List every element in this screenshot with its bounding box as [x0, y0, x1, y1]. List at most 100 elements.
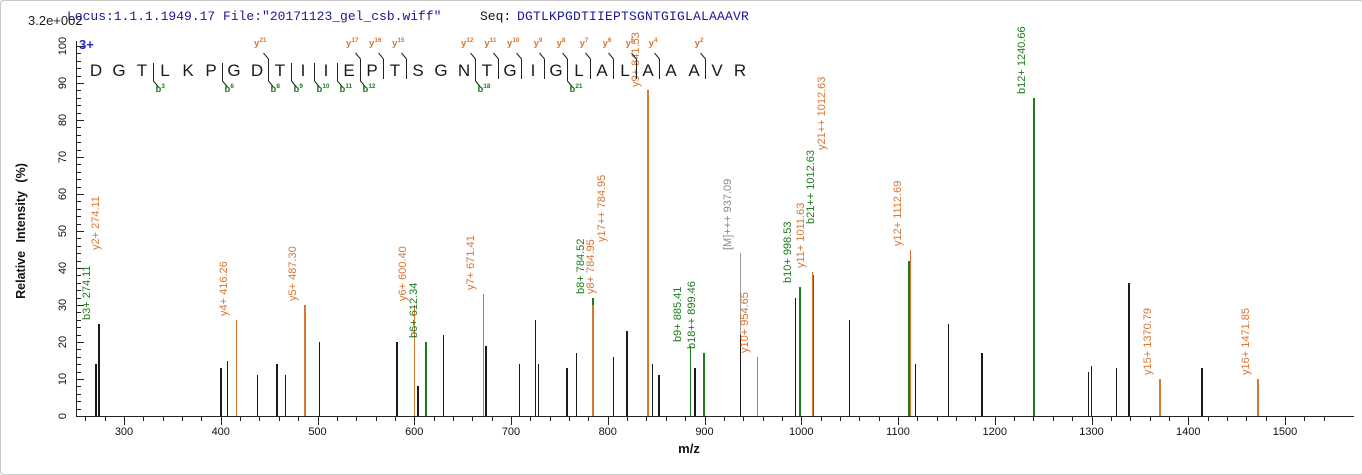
sequence-residue: P [205, 61, 217, 80]
y-tick-minor [76, 134, 81, 136]
y-ion-mark-label: y5 [625, 37, 635, 50]
x-tick-minor [85, 417, 87, 421]
x-tick-minor [259, 417, 261, 421]
x-tick-minor [491, 417, 493, 421]
y-ion-mark-label: y21 [254, 37, 267, 50]
peak [413, 305, 416, 416]
x-tick-label: 1000 [789, 426, 814, 438]
y-tick-major [76, 157, 84, 158]
x-tick-label: 900 [695, 426, 714, 438]
peak [689, 345, 692, 416]
y-tick-minor [76, 290, 81, 292]
b-ion-mark-label: b11 [339, 83, 353, 96]
seq-label: Seq: [480, 9, 512, 24]
y-tick-minor [76, 260, 81, 262]
peak [812, 275, 815, 416]
sequence-residue: T [136, 61, 148, 80]
peak-label: y6+ 600.40 [396, 246, 409, 302]
peak [396, 342, 398, 416]
x-tick-major [1285, 417, 1286, 425]
x-tick-minor [685, 417, 687, 421]
x-tick-minor [240, 417, 242, 421]
sequence-residue: G [227, 61, 241, 80]
peak [703, 353, 705, 416]
b-ion-mark-label: b18 [477, 83, 491, 96]
peak [1128, 282, 1130, 416]
peak-label: b10+ 998.53 [781, 221, 794, 283]
x-tick-minor [665, 417, 667, 421]
peak [1257, 379, 1259, 416]
x-tick-minor [936, 417, 938, 421]
x-tick-minor [917, 417, 919, 421]
peak [799, 286, 801, 416]
y-tick-major [76, 379, 84, 380]
sequence-residue: L [574, 61, 584, 80]
x-tick-minor [820, 417, 822, 421]
y-tick-major [76, 194, 84, 195]
x-tick-minor [878, 417, 880, 421]
sequence-residue: K [182, 61, 194, 80]
precursor-charge-label: 3+ [79, 37, 94, 52]
y-tick-minor [76, 275, 81, 277]
y-tick-minor [76, 223, 81, 225]
peak [417, 386, 419, 416]
b-ion-mark-label: b21 [569, 83, 583, 96]
x-axis-title: m/z [678, 441, 700, 456]
b-ion-mark-label: b3 [155, 83, 165, 96]
peak [482, 293, 485, 416]
peak-label: y8+ 784.95 [585, 239, 598, 294]
y-tick-label: 50 [57, 224, 69, 238]
y-ion-mark-label: y4 [648, 37, 658, 50]
x-tick-minor [375, 417, 377, 421]
peak [518, 364, 521, 416]
peak [1033, 97, 1035, 416]
x-tick-label: 1500 [1272, 426, 1298, 438]
y-tick-minor [76, 127, 81, 129]
y-tick-label: 40 [57, 261, 69, 275]
y-tick-minor [76, 334, 81, 336]
x-tick-minor [356, 417, 358, 421]
locus-file-header: Locus:1.1.1.1949.17 File:"20171123_gel_c… [67, 9, 442, 24]
x-tick-minor [956, 417, 958, 421]
x-tick-minor [549, 417, 551, 421]
sequence-residue: D [250, 61, 264, 80]
y-tick-minor [76, 208, 81, 210]
sequence-residue: G [112, 61, 126, 80]
sequence-residue: N [457, 61, 471, 80]
y-tick-minor [76, 327, 81, 329]
x-tick-major [994, 417, 996, 425]
y-tick-major [76, 268, 84, 269]
x-axis-line [75, 416, 1354, 417]
x-tick-minor [1014, 417, 1016, 421]
sequence-residue: A [665, 61, 677, 80]
y-tick-minor [76, 149, 81, 151]
b-ion-mark-label: b6 [224, 83, 234, 96]
peak [566, 367, 568, 416]
x-tick-minor [1130, 417, 1132, 421]
peak [1201, 367, 1203, 416]
y-tick-label: 0 [57, 412, 69, 420]
x-tick-major [704, 417, 706, 425]
sequence-residue: P [366, 61, 378, 80]
peak [442, 334, 445, 416]
x-tick-minor [452, 417, 454, 421]
x-tick-minor [781, 417, 783, 421]
x-tick-label: 700 [501, 426, 521, 438]
y-tick-major [76, 305, 84, 306]
peak [1115, 367, 1118, 416]
x-tick-label: 800 [598, 426, 617, 438]
peak-label: b9+ 885.41 [672, 286, 685, 342]
x-tick-label: 1400 [1176, 426, 1201, 438]
sequence-residue: S [412, 61, 424, 80]
y-tick-minor [76, 216, 81, 218]
y-tick-minor [76, 371, 81, 373]
y-tick-minor [76, 238, 81, 240]
x-tick-minor [182, 417, 184, 421]
x-tick-minor [569, 417, 571, 421]
x-tick-minor [1052, 417, 1054, 421]
y-ion-mark-label: y9 [533, 37, 543, 50]
peak-label: b21++ 1012.63 [805, 149, 818, 224]
y-tick-minor [76, 319, 81, 321]
y-ion-mark-label: y16 [369, 37, 382, 50]
